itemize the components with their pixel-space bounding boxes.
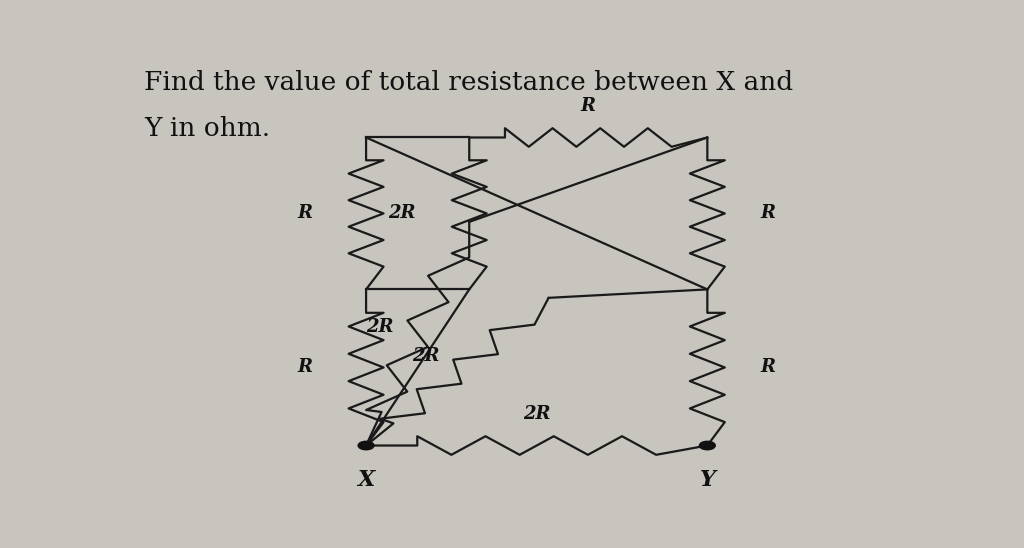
Circle shape — [358, 441, 374, 450]
Text: R: R — [761, 204, 776, 222]
Text: R: R — [581, 97, 596, 115]
Text: R: R — [761, 358, 776, 376]
Text: 2R: 2R — [413, 347, 440, 365]
Text: 2R: 2R — [366, 318, 393, 336]
Text: Find the value of total resistance between X and: Find the value of total resistance betwe… — [143, 70, 793, 95]
Text: Y in ohm.: Y in ohm. — [143, 116, 270, 141]
Circle shape — [699, 441, 716, 450]
Text: Y: Y — [699, 469, 716, 490]
Text: 2R: 2R — [523, 405, 551, 423]
Text: R: R — [298, 204, 312, 222]
Text: X: X — [357, 469, 375, 490]
Text: 2R: 2R — [388, 204, 416, 222]
Text: R: R — [298, 358, 312, 376]
